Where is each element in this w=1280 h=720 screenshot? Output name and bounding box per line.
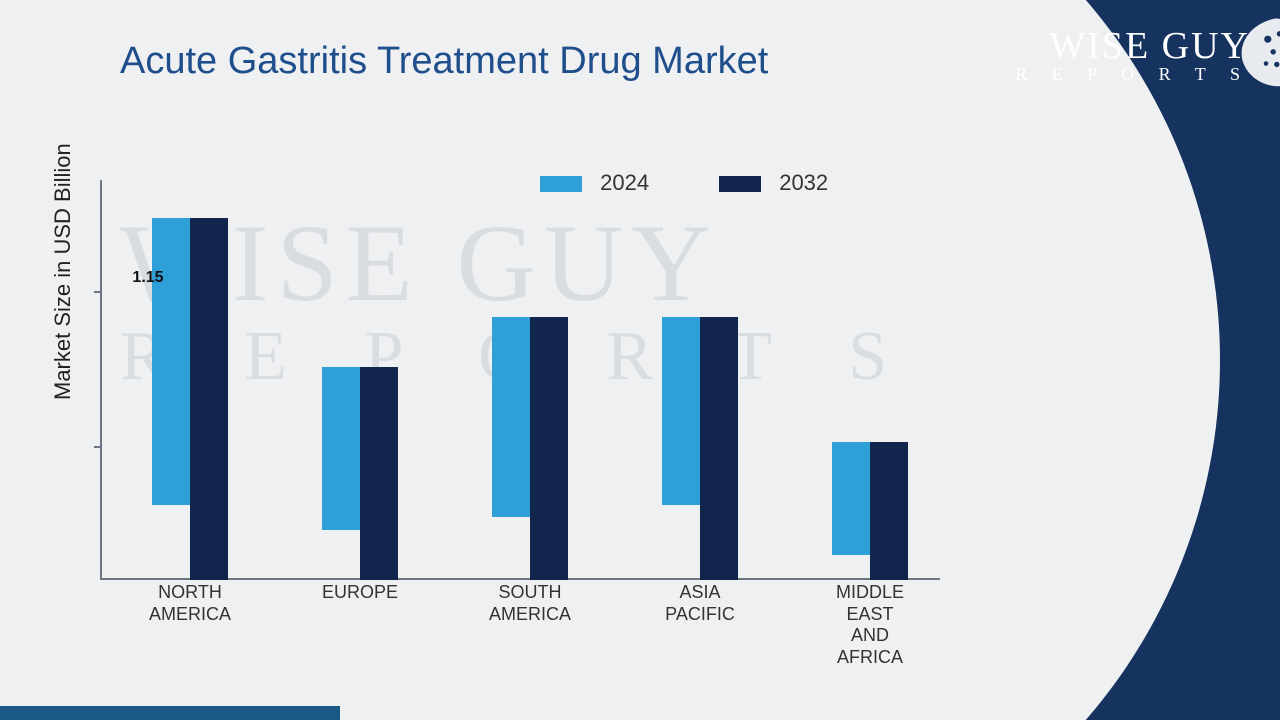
bar [152,218,190,505]
brand-logo: WISE GUY R E P O R T S [1015,24,1250,85]
chart-title: Acute Gastritis Treatment Drug Market [120,40,840,84]
y-axis-line [100,180,102,580]
bar [322,367,360,530]
y-axis-tick [94,291,102,293]
x-category-label: EUROPE [295,582,425,604]
x-category-label: MIDDLEEASTANDAFRICA [805,582,935,668]
y-axis-tick [94,446,102,448]
x-category-label: ASIAPACIFIC [635,582,765,625]
bar [530,317,568,580]
bar [870,442,908,580]
brand-line1: WISE GUY [1015,24,1250,68]
bottom-accent-bar [0,706,340,720]
bar-chart: 1.15 [100,180,940,580]
bar-group [300,367,420,580]
bar-group [810,442,930,580]
bar [360,367,398,580]
bar-group [640,317,760,580]
bar-group [470,317,590,580]
bar [492,317,530,517]
bar [662,317,700,505]
brand-head-icon [1230,14,1280,104]
y-axis-label: Market Size in USD Billion [50,143,76,400]
x-category-label: SOUTHAMERICA [465,582,595,625]
x-category-label: NORTHAMERICA [125,582,255,625]
bar [832,442,870,555]
brand-line2: R E P O R T S [1015,64,1250,85]
bar-value-label: 1.15 [118,269,178,287]
bar [190,218,228,580]
bar [700,317,738,580]
